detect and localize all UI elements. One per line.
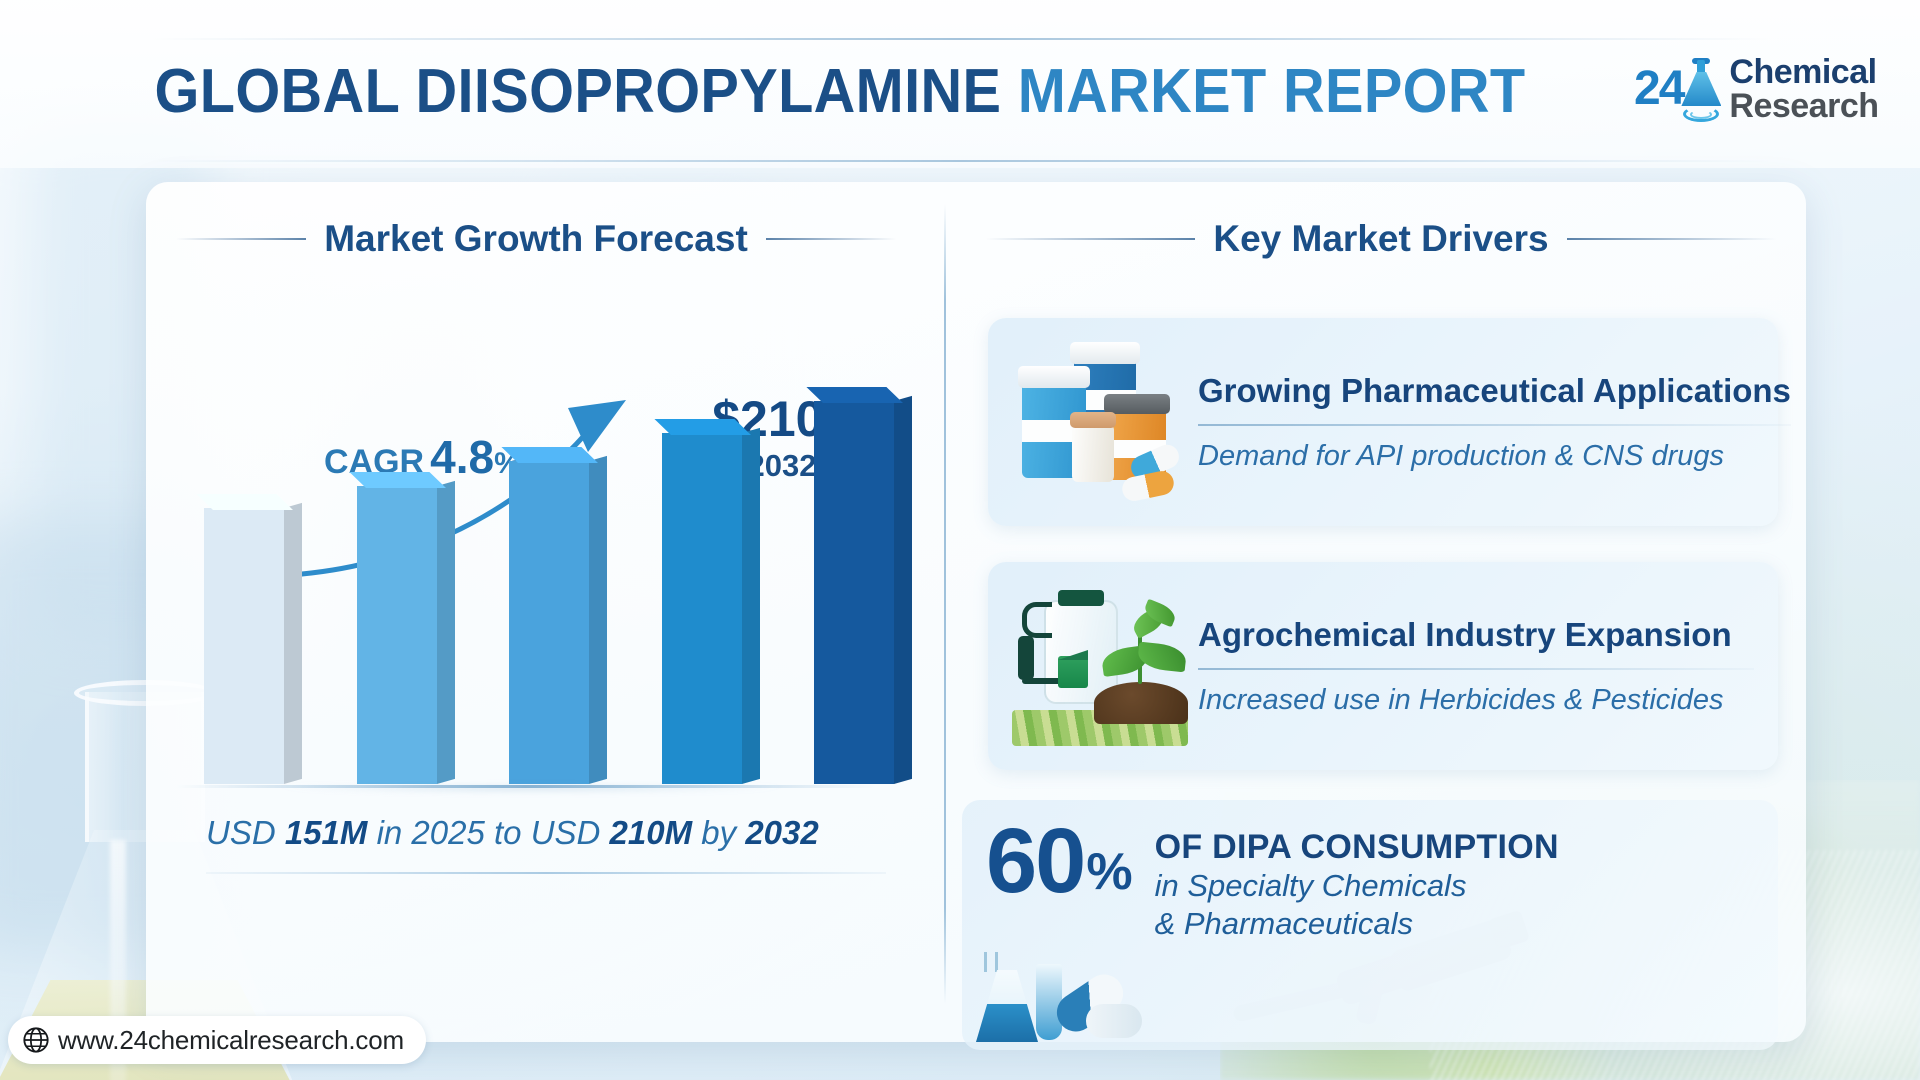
- flask-capsule-icon: [974, 948, 1144, 1048]
- caption-rule: [206, 872, 886, 874]
- logo-line-1: Chemical: [1729, 53, 1877, 91]
- bar-2030: [654, 419, 760, 784]
- bar-top: [806, 387, 903, 403]
- dipa-consumption-stat: 60 % OF DIPA CONSUMPTION in Specialty Ch…: [962, 800, 1778, 1050]
- header-bottom-rule: [150, 160, 1770, 162]
- header-background: [0, 0, 1920, 168]
- caption-value-end: 210M: [609, 814, 693, 851]
- bar-face: [662, 433, 742, 784]
- bar-face: [204, 508, 284, 784]
- caption-c: in 2025 to USD: [367, 814, 610, 851]
- header-top-rule: [150, 38, 1770, 40]
- logo-number: 24: [1634, 62, 1685, 115]
- driver-card-title: Growing Pharmaceutical Applications: [1198, 371, 1791, 409]
- driver-card-text: Agrochemical Industry Expansion Increase…: [1188, 616, 1754, 717]
- flask-icon: [1679, 58, 1723, 122]
- title-secondary: MARKET REPORT: [1017, 57, 1526, 126]
- bar-top: [196, 494, 293, 510]
- caption-e: by: [692, 814, 746, 851]
- key-drivers-heading: Key Market Drivers: [986, 218, 1776, 260]
- caption-value-start: 151M: [284, 814, 368, 851]
- panel-divider: [944, 204, 946, 1004]
- bar-face: [814, 401, 894, 784]
- driver-card-rule: [1198, 667, 1754, 670]
- bar-top: [654, 419, 751, 435]
- bar-base-shadow: [186, 786, 876, 802]
- bar-2028: [501, 447, 607, 784]
- bar-face: [509, 461, 589, 784]
- driver-card-pharmaceutical[interactable]: Growing Pharmaceutical Applications Dema…: [988, 318, 1791, 526]
- chart-caption: USD 151M in 2025 to USD 210M by 2032: [206, 814, 896, 852]
- stat-row: 60 % OF DIPA CONSUMPTION in Specialty Ch…: [986, 810, 1559, 943]
- driver-card-agrochemical[interactable]: Agrochemical Industry Expansion Increase…: [988, 562, 1778, 770]
- bar-side: [437, 480, 455, 784]
- pill-bottles-icon: [1012, 338, 1188, 506]
- bar-2025: [196, 494, 302, 784]
- logo-wordmark: Chemical Research: [1729, 53, 1879, 125]
- title-primary: GLOBAL DIISOPROPYLAMINE: [154, 57, 1002, 126]
- stat-percent-sign: %: [1086, 843, 1133, 901]
- heading-rule-left: [176, 238, 307, 240]
- driver-card-rule: [1198, 423, 1791, 426]
- driver-card-subtitle: Demand for API production & CNS drugs: [1198, 439, 1725, 472]
- chart-baseline: [176, 785, 876, 788]
- bar-side: [742, 427, 760, 784]
- bar-face: [357, 486, 437, 784]
- bar-top: [349, 472, 446, 488]
- heading-label: Market Growth Forecast: [324, 218, 748, 259]
- stat-headline: OF DIPA CONSUMPTION: [1154, 828, 1559, 866]
- stat-subline-2: & Pharmaceuticals: [1154, 905, 1414, 941]
- bar-2026: [349, 472, 455, 784]
- heading-rule-right: [1566, 238, 1776, 240]
- bar-side: [284, 502, 302, 784]
- driver-card-title: Agrochemical Industry Expansion: [1198, 615, 1732, 653]
- bar-2032: [806, 387, 912, 784]
- stat-subline-1: in Specialty Chemicals: [1154, 868, 1467, 903]
- bar-side: [894, 395, 912, 784]
- sprayer-plant-icon: [1012, 582, 1188, 750]
- bar-series: [196, 364, 912, 784]
- bar-side: [589, 455, 607, 784]
- heading-rule-left: [986, 238, 1196, 240]
- website-url-badge[interactable]: www.24chemicalresearch.com: [8, 1016, 426, 1064]
- cagr-value: 4.8: [430, 431, 495, 483]
- market-growth-heading: Market Growth Forecast: [176, 218, 896, 260]
- heading-label: Key Market Drivers: [1213, 218, 1549, 259]
- heading-rule-right: [765, 238, 896, 240]
- driver-card-subtitle: Increased use in Herbicides & Pesticides: [1198, 683, 1724, 716]
- header: GLOBAL DIISOPROPYLAMINE MARKET REPORT 24…: [0, 0, 1920, 168]
- stat-copy: OF DIPA CONSUMPTION in Specialty Chemica…: [1155, 828, 1559, 943]
- brand-logo[interactable]: 24 Chemical Research: [1634, 46, 1902, 132]
- stat-number: 60: [986, 810, 1086, 912]
- driver-card-text: Growing Pharmaceutical Applications Dema…: [1188, 372, 1791, 473]
- globe-icon: [23, 1027, 49, 1053]
- website-url-text: www.24chemicalresearch.com: [58, 1024, 404, 1055]
- bar-top: [501, 447, 598, 463]
- logo-line-2: Research: [1729, 87, 1879, 125]
- caption-a: USD: [206, 814, 285, 851]
- page-title: GLOBAL DIISOPROPYLAMINE MARKET REPORT: [59, 56, 1621, 127]
- caption-year: 2032: [745, 814, 819, 851]
